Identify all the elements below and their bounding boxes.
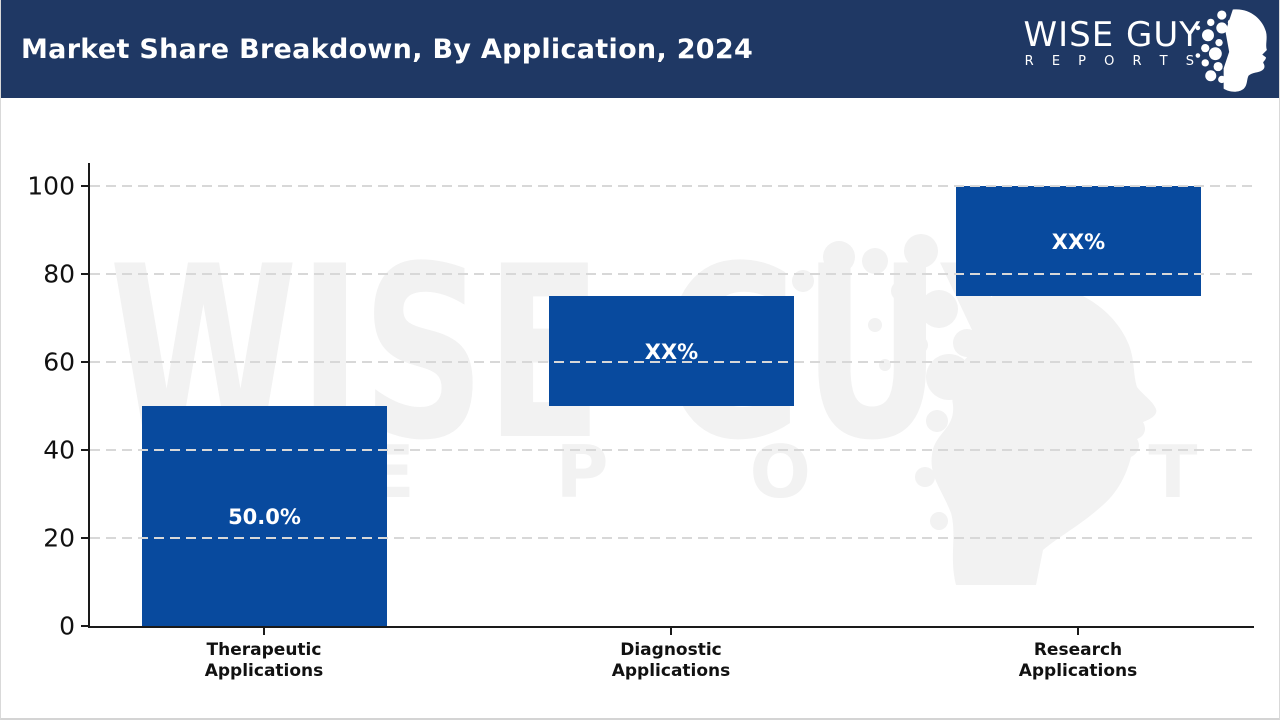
wiseguy-logo: WISE GUY R E P O R T S — [1023, 15, 1201, 70]
logo-face-icon — [1195, 9, 1267, 92]
bar-value-label: 50.0% — [228, 505, 301, 529]
gridline-20 — [90, 537, 1254, 539]
gridline-60 — [90, 361, 1254, 363]
x-category-label-diagnostic: Diagnostic Applications — [521, 640, 821, 683]
x-tick — [1077, 628, 1079, 635]
watermark-face-icon — [792, 234, 1157, 585]
bar-value-label: XX% — [1051, 230, 1106, 254]
gridline-100 — [90, 185, 1254, 187]
y-tick — [81, 625, 89, 627]
bar-diagnostic-applications — [549, 296, 794, 406]
y-tick-label: 0 — [59, 611, 75, 641]
page-title: Market Share Breakdown, By Application, … — [21, 33, 754, 65]
y-tick-label: 60 — [43, 347, 75, 377]
x-category-line: Applications — [204, 661, 324, 682]
y-tick — [81, 273, 89, 275]
x-tick — [670, 628, 672, 635]
x-category-line: Applications — [1018, 661, 1138, 682]
header-bar: Market Share Breakdown, By Application, … — [1, 0, 1279, 98]
y-tick-label: 100 — [27, 171, 75, 201]
y-tick — [81, 449, 89, 451]
gridline-40 — [90, 449, 1254, 451]
x-category-line: Applications — [611, 661, 731, 682]
y-tick-label: 20 — [43, 523, 75, 553]
y-tick-label: 80 — [43, 259, 75, 289]
x-category-label-therapeutic: Therapeutic Applications — [114, 640, 414, 683]
y-tick — [81, 361, 89, 363]
x-category-line: Therapeutic — [206, 640, 322, 660]
bar-research-applications — [956, 186, 1201, 296]
x-category-line: Diagnostic — [620, 640, 722, 660]
x-category-line: Research — [1033, 640, 1123, 660]
bar-therapeutic-applications — [142, 406, 387, 626]
x-category-label-research: Research Applications — [928, 640, 1228, 683]
y-axis — [88, 163, 90, 628]
x-tick — [263, 628, 265, 635]
y-tick — [81, 537, 89, 539]
plot-area — [1, 98, 1279, 718]
logo-wordmark-line1: WISE GUY — [1023, 15, 1201, 55]
gridline-80 — [90, 273, 1254, 275]
logo-wordmark-line2: R E P O R T S — [1024, 54, 1201, 70]
y-tick-label: 40 — [43, 435, 75, 465]
x-axis — [88, 626, 1254, 628]
bar-value-label: XX% — [644, 340, 699, 364]
y-tick — [81, 185, 89, 187]
